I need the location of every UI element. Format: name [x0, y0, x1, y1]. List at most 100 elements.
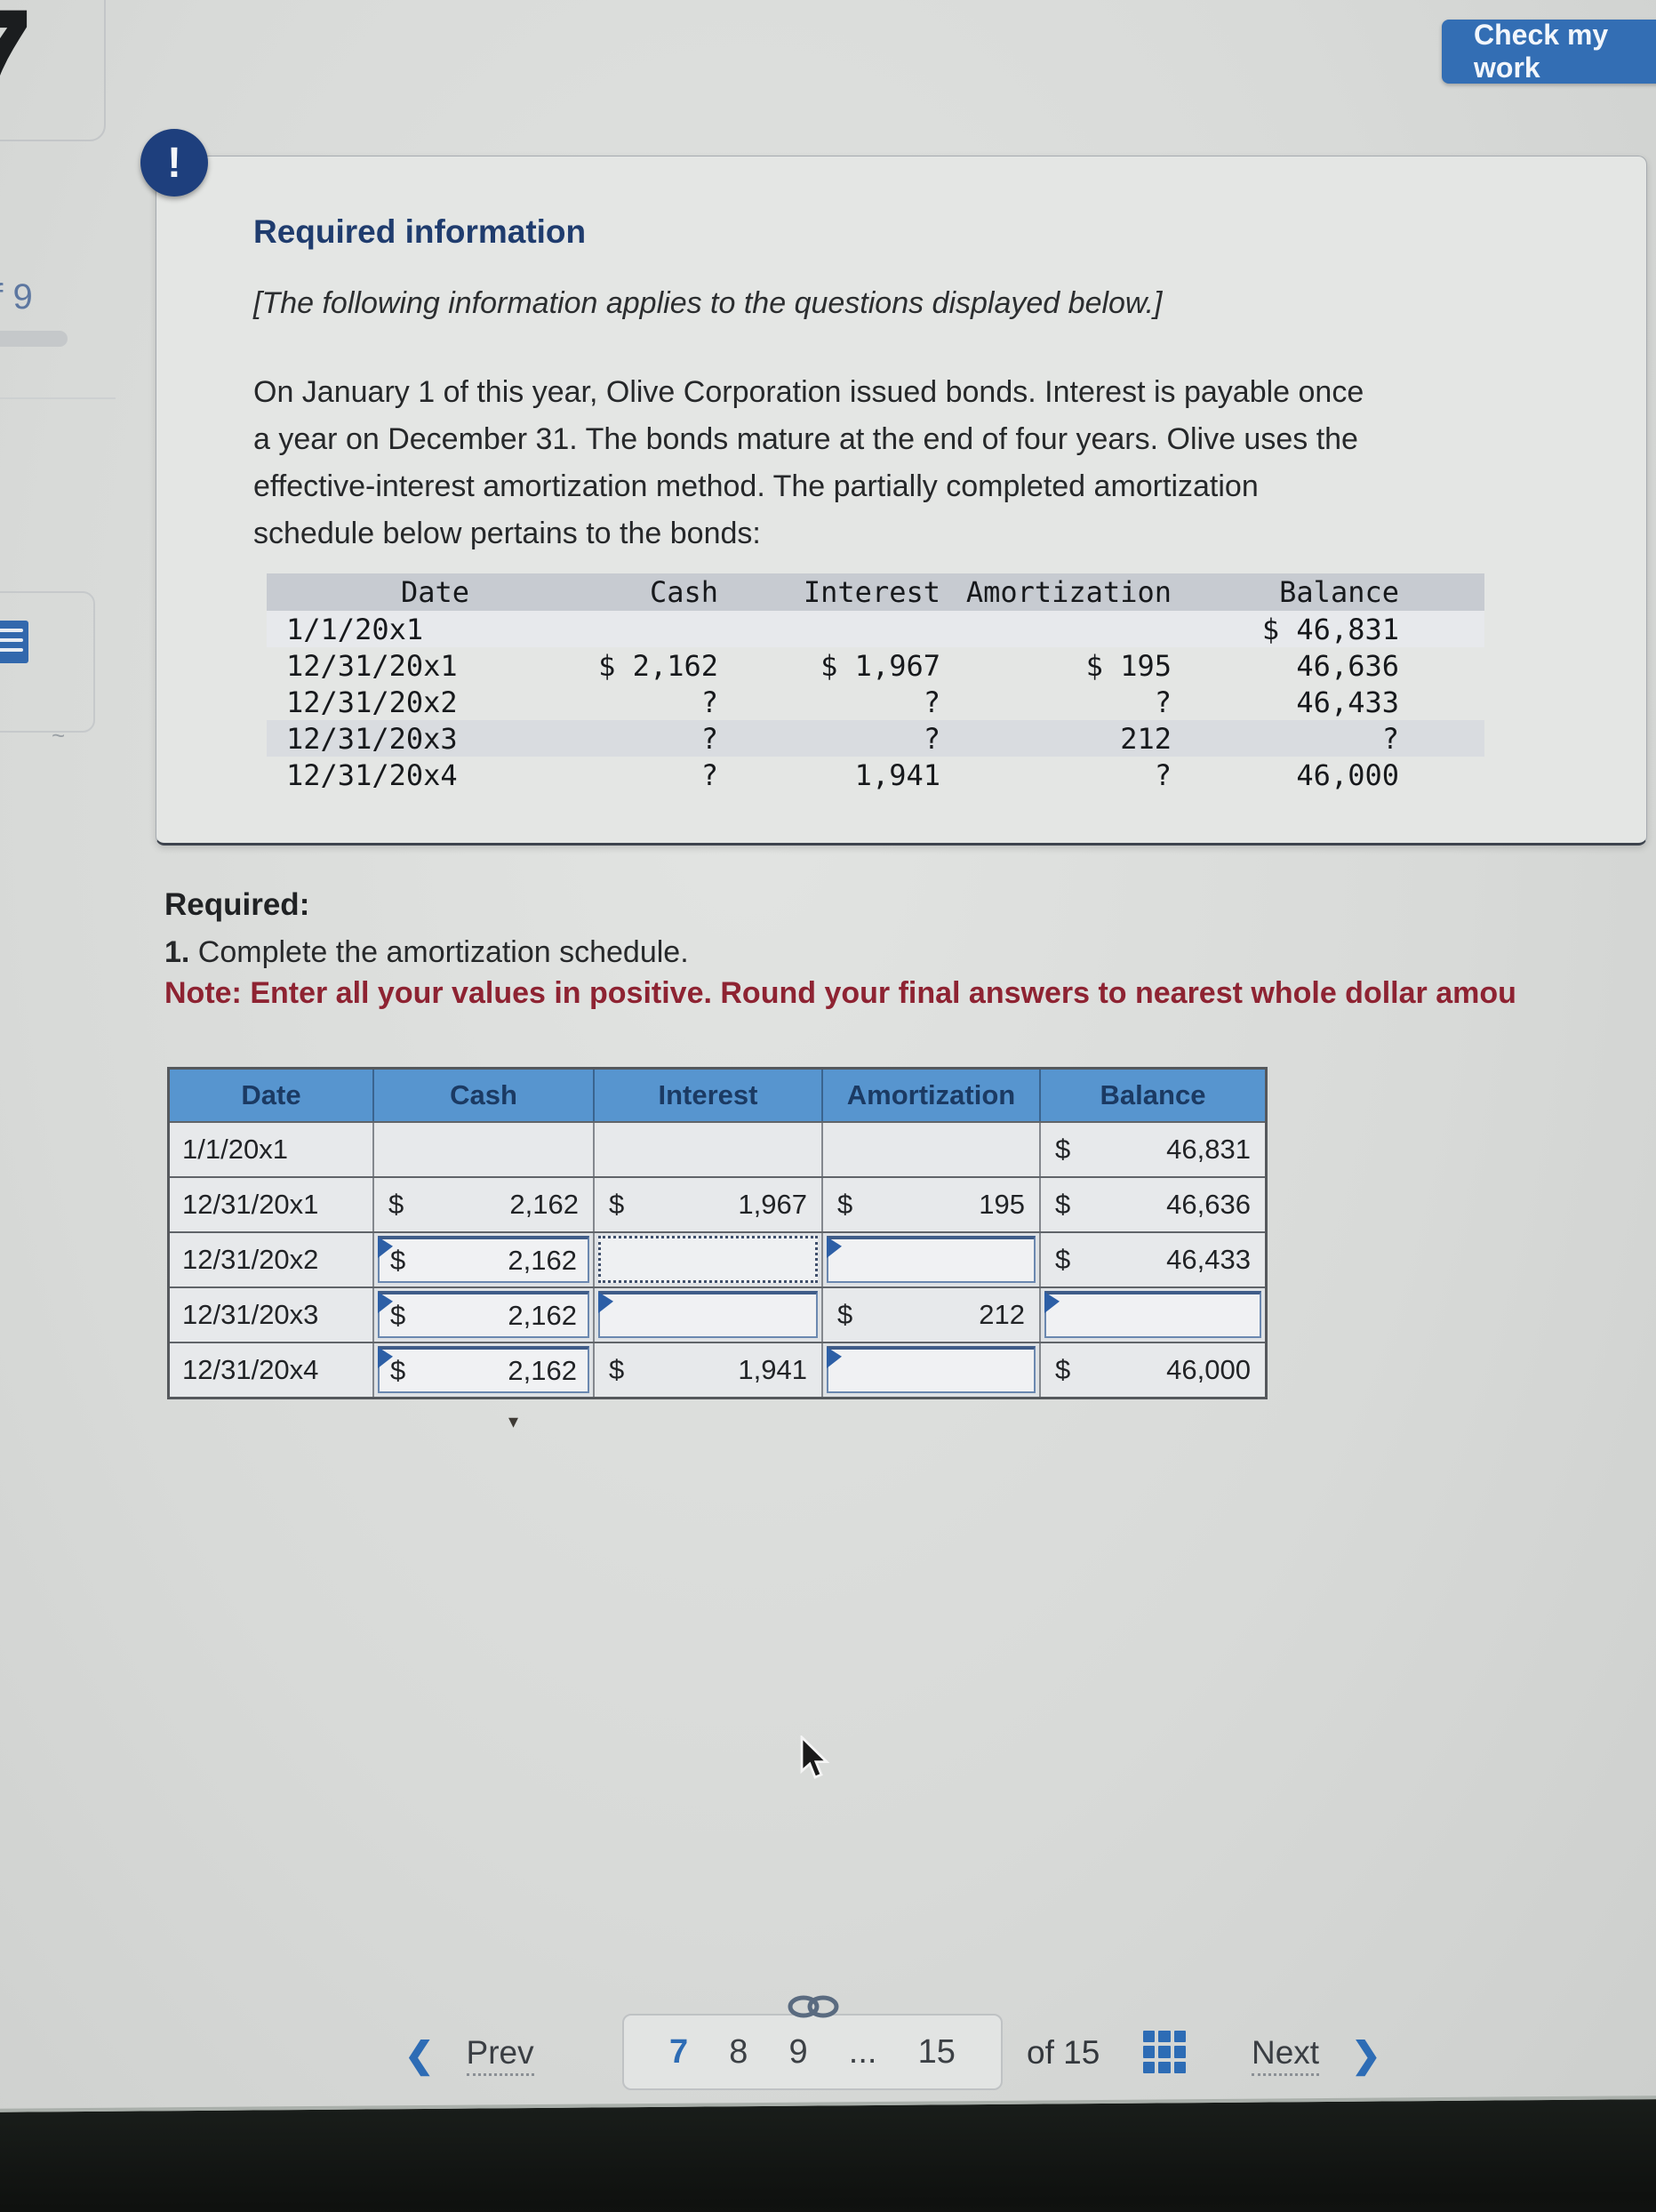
- schedule-row: 12/31/20x1 $ 2,162 $ 1,967 $ 195 46,636: [267, 647, 1484, 684]
- schedule-cell: ?: [700, 757, 718, 792]
- worksheet-input[interactable]: [827, 1346, 1036, 1393]
- worksheet-input[interactable]: $2,162: [378, 1346, 589, 1393]
- worksheet-given-cell: $2,162: [374, 1178, 595, 1231]
- worksheet-header-cell: Interest: [595, 1070, 823, 1121]
- cell-value: 46,636: [1166, 1189, 1251, 1220]
- schedule-cell: ?: [700, 685, 718, 719]
- chevron-left-icon: ❮: [404, 2035, 435, 2075]
- question-tab-outline: [0, 0, 106, 141]
- cell-value: 195: [979, 1189, 1025, 1220]
- screen-bezel: [0, 2095, 1656, 2212]
- worksheet-input[interactable]: $2,162: [378, 1291, 589, 1338]
- schedule-header-cell: Amortization: [965, 575, 1172, 609]
- mouse-cursor-icon: [800, 1735, 830, 1779]
- cell-value: 46,831: [1166, 1134, 1251, 1165]
- schedule-header-cell: Balance: [1279, 575, 1399, 609]
- schedule-cell: 46,000: [1296, 757, 1399, 792]
- schedule-header-row: Date Cash Interest Amortization Balance: [267, 573, 1484, 611]
- worksheet-row: 12/31/20x4 $2,162 $1,941 $46,000: [170, 1342, 1265, 1397]
- next-button[interactable]: Next ❯: [1252, 2034, 1381, 2076]
- dollar-sign: $: [388, 1189, 404, 1220]
- ebook-button[interactable]: [0, 591, 95, 733]
- input-value: 2,162: [508, 1244, 577, 1276]
- dollar-sign: $: [390, 1244, 406, 1276]
- sidebar-divider: [0, 397, 116, 399]
- cell-value: 212: [979, 1299, 1025, 1330]
- problem-text: On January 1 of this year, Olive Corpora…: [253, 375, 1364, 551]
- schedule-row: 12/31/20x4? 1,941? 46,000: [267, 757, 1484, 793]
- schedule-cell: 12/31/20x1: [286, 648, 458, 683]
- worksheet-header-row: Date Cash Interest Amortization Balance: [170, 1070, 1265, 1121]
- worksheet-cell: [595, 1288, 823, 1342]
- worksheet-cell: [823, 1343, 1041, 1397]
- worksheet-cell: $2,162: [374, 1288, 595, 1342]
- check-my-work-button[interactable]: Check my work: [1442, 19, 1656, 84]
- cell-value: 1,967: [738, 1189, 807, 1220]
- card-heading: Required information: [253, 213, 587, 250]
- worksheet-given-cell: $1,967: [595, 1178, 823, 1231]
- page-number-15[interactable]: 15: [917, 2032, 956, 2071]
- dollar-sign: $: [609, 1354, 625, 1385]
- prev-label: Prev: [466, 2034, 534, 2076]
- schedule-cell: ?: [700, 721, 718, 756]
- sidebar-progress: of 9: [0, 277, 33, 317]
- prev-button[interactable]: ❮ Prev: [404, 2034, 534, 2076]
- schedule-cell: 12/31/20x3: [286, 721, 458, 756]
- next-label: Next: [1252, 2034, 1320, 2076]
- input-value: 2,162: [508, 1299, 577, 1331]
- schedule-cell: 12/31/20x4: [286, 757, 458, 792]
- worksheet-cell: [595, 1233, 823, 1286]
- worksheet-header-cell: Amortization: [823, 1070, 1041, 1121]
- grid-view-icon[interactable]: [1143, 2031, 1186, 2073]
- worksheet-input[interactable]: [827, 1236, 1036, 1283]
- schedule-row: 12/31/20x2??? 46,433: [267, 684, 1484, 720]
- schedule-cell: 1,941: [854, 757, 940, 792]
- worksheet-given-cell: $1,941: [595, 1343, 823, 1397]
- worksheet-blank-cell: [374, 1123, 595, 1176]
- dropdown-marker-icon: ▾: [508, 1410, 519, 1432]
- worksheet-header-cell: Balance: [1100, 1079, 1206, 1110]
- link-chain-icon: [788, 1995, 839, 2018]
- amortization-schedule: Date Cash Interest Amortization Balance 1/1/…: [267, 573, 1484, 793]
- schedule-cell: ?: [923, 685, 940, 719]
- schedule-row: 1/1/20x1 $ 46,831: [267, 611, 1484, 647]
- worksheet-input[interactable]: $2,162: [378, 1236, 589, 1283]
- page-number-9[interactable]: 9: [788, 2032, 808, 2071]
- page-number-7[interactable]: 7: [669, 2032, 689, 2071]
- page-ellipsis: ...: [848, 2032, 877, 2071]
- worksheet-date-cell: 12/31/20x4: [170, 1343, 374, 1397]
- answer-worksheet: Date Cash Interest Amortization Balance 1/1/…: [167, 1067, 1268, 1399]
- dollar-sign: $: [390, 1299, 406, 1331]
- worksheet-row: 1/1/20x1 $46,831: [170, 1121, 1265, 1176]
- ebook-icon: [0, 621, 28, 663]
- schedule-cell: $ 195: [1085, 648, 1172, 683]
- worksheet-input[interactable]: [1044, 1291, 1261, 1338]
- requirement-item: 1. Complete the amortization schedule.: [164, 935, 689, 970]
- schedule-header-cell: Date: [400, 575, 469, 609]
- schedule-cell: 212: [1120, 721, 1172, 756]
- schedule-cell: ?: [923, 721, 940, 756]
- worksheet-input-focused[interactable]: [598, 1236, 818, 1283]
- alert-exclamation-icon: !: [140, 129, 208, 196]
- dollar-sign: $: [837, 1299, 853, 1330]
- worksheet-date-cell: 12/31/20x1: [170, 1178, 374, 1231]
- cell-value: 46,000: [1166, 1354, 1251, 1385]
- worksheet-given-cell: $46,000: [1041, 1343, 1265, 1397]
- schedule-cell: $ 1,967: [820, 648, 940, 683]
- worksheet-cell: [1041, 1288, 1265, 1342]
- page-of-label: of 15: [1027, 2034, 1100, 2071]
- input-value: 2,162: [508, 1354, 577, 1386]
- schedule-cell: ?: [1381, 721, 1399, 756]
- requirement-text: Complete the amortization schedule.: [189, 935, 689, 969]
- schedule-cell: 12/31/20x2: [286, 685, 458, 719]
- dollar-sign: $: [609, 1189, 625, 1220]
- worksheet-given-cell: $46,433: [1041, 1233, 1265, 1286]
- schedule-cell: ?: [1154, 757, 1172, 792]
- page-number-box: 7 8 9... 15: [622, 2014, 1003, 2090]
- cell-value: 2,162: [509, 1189, 579, 1220]
- card-instructions: [The following information applies to th…: [253, 286, 1163, 320]
- worksheet-input[interactable]: [598, 1291, 818, 1338]
- page-number-8[interactable]: 8: [729, 2032, 748, 2071]
- schedule-cell: $ 46,831: [1261, 612, 1399, 646]
- worksheet-cell: $2,162: [374, 1233, 595, 1286]
